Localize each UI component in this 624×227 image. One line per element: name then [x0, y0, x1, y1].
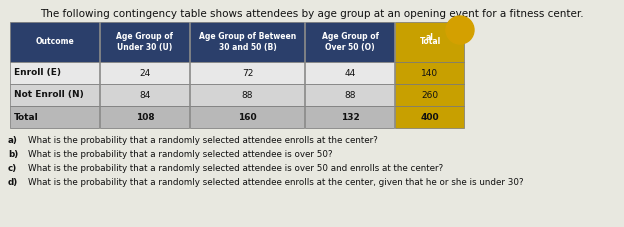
Text: 44: 44 [344, 69, 356, 77]
Text: b): b) [8, 150, 18, 159]
Text: c): c) [8, 164, 17, 173]
Bar [10, 84, 99, 106]
Text: Age Group of
Under 30 (U): Age Group of Under 30 (U) [117, 32, 173, 52]
Text: 160: 160 [238, 113, 257, 121]
Bar [305, 106, 394, 128]
Text: Total: Total [419, 37, 441, 47]
Text: Not Enroll (N): Not Enroll (N) [14, 91, 84, 99]
Text: 108: 108 [135, 113, 154, 121]
Bar [190, 84, 304, 106]
Bar [305, 22, 394, 62]
Text: What is the probability that a randomly selected attendee is over 50?: What is the probability that a randomly … [28, 150, 333, 159]
Text: What is the probability that a randomly selected attendee is over 50 and enrolls: What is the probability that a randomly … [28, 164, 443, 173]
Text: d): d) [8, 178, 18, 187]
Text: What is the probability that a randomly selected attendee enrolls at the center,: What is the probability that a randomly … [28, 178, 524, 187]
Bar [190, 62, 304, 84]
Text: The following contingency table shows attendees by age group at an opening event: The following contingency table shows at… [40, 9, 584, 19]
Text: 72: 72 [242, 69, 253, 77]
Text: Age Group of
Over 50 (O): Age Group of Over 50 (O) [321, 32, 379, 52]
Bar [10, 62, 99, 84]
Bar [100, 84, 189, 106]
Text: 260: 260 [421, 91, 439, 99]
Text: al: al [426, 32, 434, 42]
Bar [100, 106, 189, 128]
Text: Enroll (E): Enroll (E) [14, 69, 61, 77]
Text: 140: 140 [421, 69, 439, 77]
Bar [305, 84, 394, 106]
Bar [100, 62, 189, 84]
Text: 84: 84 [139, 91, 150, 99]
Text: 24: 24 [139, 69, 150, 77]
Bar [395, 62, 464, 84]
Bar [395, 106, 464, 128]
Bar [10, 106, 99, 128]
Text: Total: Total [14, 113, 39, 121]
Bar [10, 22, 99, 62]
Bar [395, 84, 464, 106]
Circle shape [446, 16, 474, 44]
Text: 88: 88 [241, 91, 253, 99]
Bar [190, 106, 304, 128]
Text: 132: 132 [341, 113, 359, 121]
Text: Outcome: Outcome [36, 37, 74, 47]
Bar [395, 22, 464, 62]
Bar [100, 22, 189, 62]
Text: a): a) [8, 136, 18, 145]
Text: 400: 400 [421, 113, 439, 121]
Bar [305, 62, 394, 84]
Text: What is the probability that a randomly selected attendee enrolls at the center?: What is the probability that a randomly … [28, 136, 378, 145]
Text: Age Group of Between
30 and 50 (B): Age Group of Between 30 and 50 (B) [199, 32, 296, 52]
Text: 88: 88 [344, 91, 356, 99]
Bar [190, 22, 304, 62]
